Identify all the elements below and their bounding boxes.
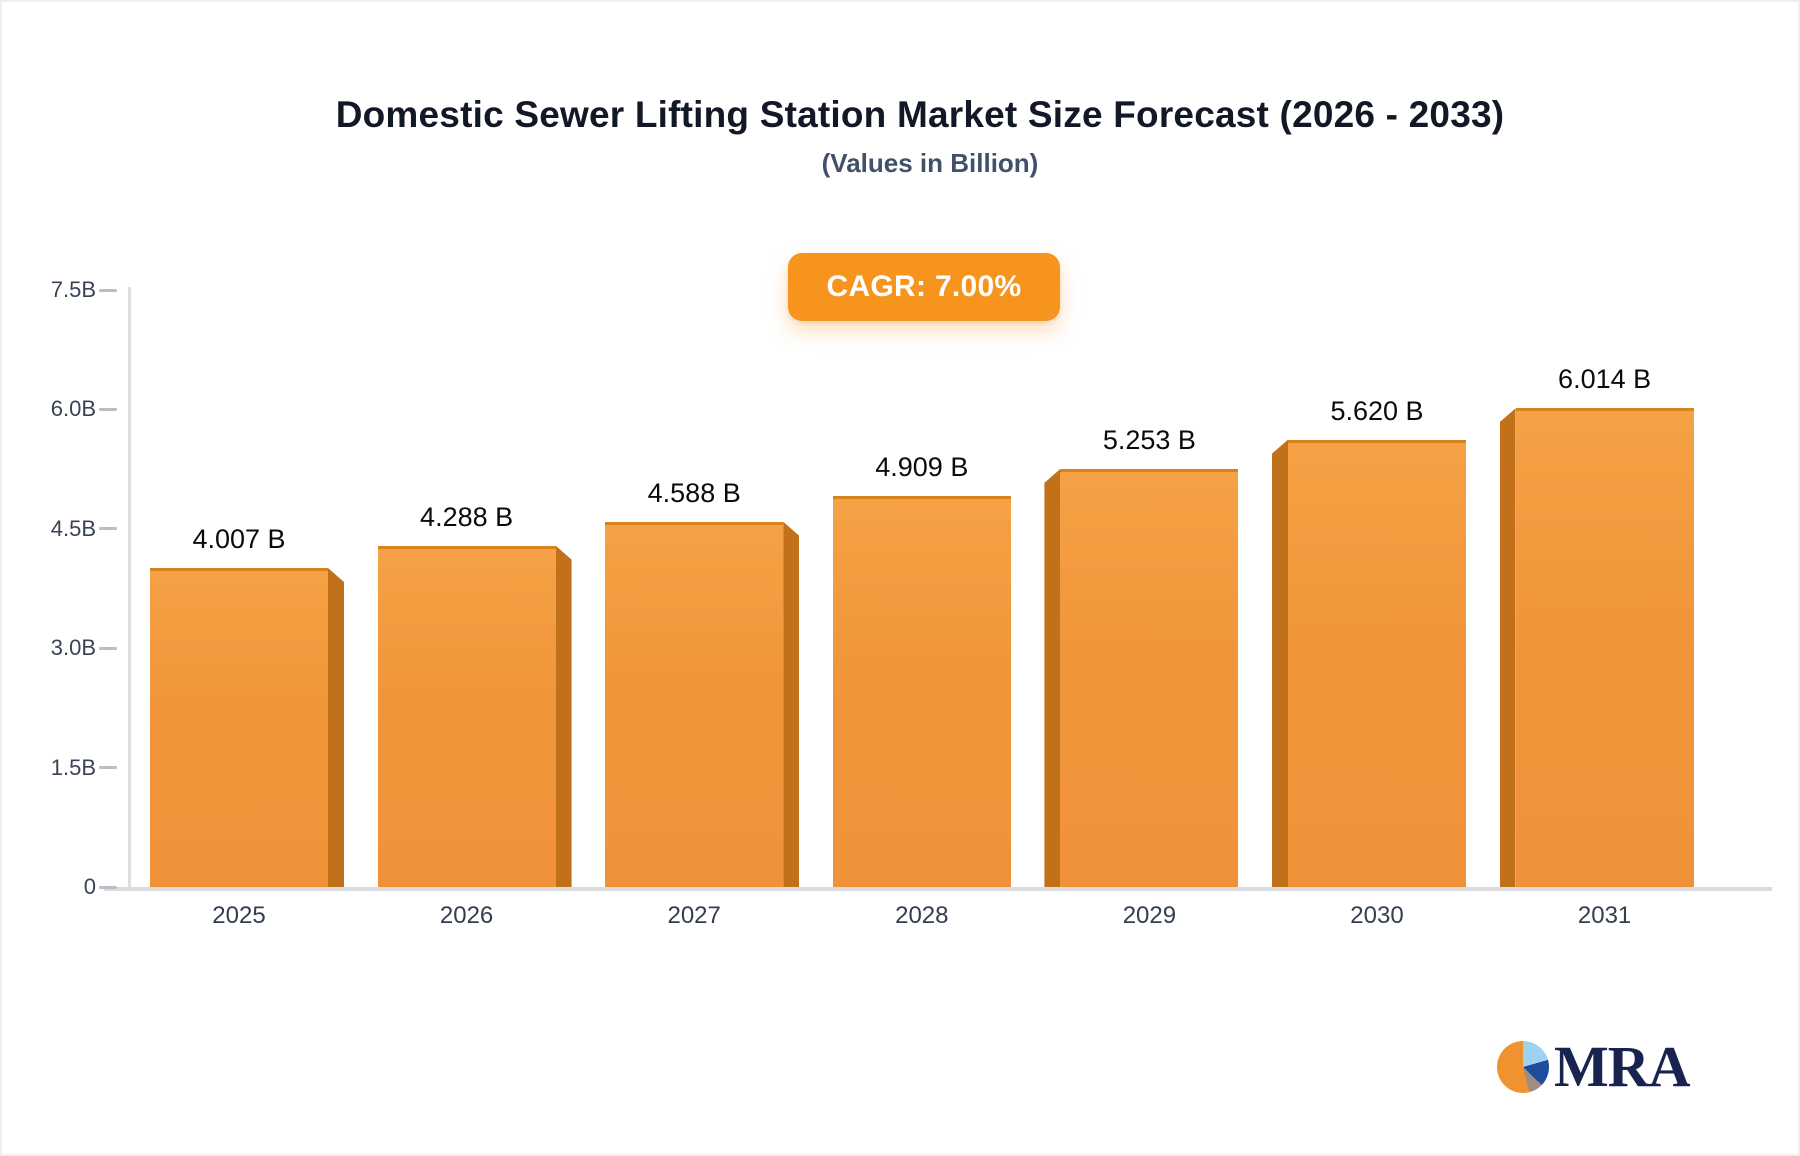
logo-text: MRA: [1554, 1034, 1691, 1099]
x-axis-line: [104, 887, 1772, 891]
y-axis-tick: [99, 766, 117, 770]
bar-3d-side: [783, 521, 800, 887]
bar-value-label: 5.253 B: [1102, 424, 1196, 455]
y-axis-tick: [99, 885, 117, 889]
x-axis-category-label: 2029: [1122, 902, 1177, 929]
bar-3d-side: [555, 545, 572, 887]
x-axis-category-label: 2027: [667, 902, 721, 929]
bar-2030: [1288, 439, 1466, 887]
bar-value-label: 4.909 B: [875, 452, 969, 483]
bar-value-label: 4.588 B: [647, 477, 741, 508]
bar-value-label: 4.007 B: [192, 524, 286, 555]
x-axis-category-label: 2031: [1577, 902, 1632, 929]
bar-2027: [605, 521, 784, 887]
bar-2025: [150, 568, 328, 887]
bar-2026: [377, 545, 556, 887]
bar-value-label: 5.620 B: [1330, 395, 1424, 426]
bar-2028: [832, 496, 1011, 887]
bar-3d-side: [1499, 408, 1516, 887]
mra-logo: MRA: [1497, 1034, 1691, 1099]
x-axis-category-label: 2026: [439, 902, 494, 929]
y-axis-tick: [99, 527, 117, 531]
bar-3d-side: [1272, 439, 1288, 887]
y-axis-tick-label: 4.5B: [50, 515, 96, 541]
y-axis-tick-label: 7.5B: [50, 277, 96, 302]
pie-chart-logo-icon: [1497, 1041, 1549, 1093]
bar-3d-side: [1044, 468, 1061, 887]
bar-value-label: 4.288 B: [420, 501, 514, 532]
cagr-badge: CAGR: 7.00%: [788, 253, 1060, 321]
y-axis-tick-label: 3.0B: [50, 635, 96, 661]
y-axis-line: [128, 287, 131, 891]
y-axis-tick-label: 6.0B: [50, 396, 96, 422]
bar-2029: [1060, 468, 1239, 887]
bar-value-label: 6.014 B: [1558, 364, 1652, 395]
x-axis-category-label: 2028: [895, 902, 949, 929]
y-axis-tick: [99, 407, 117, 411]
bar-2031: [1515, 408, 1694, 887]
bar-3d-side: [328, 568, 344, 887]
x-axis-category-label: 2030: [1350, 902, 1404, 929]
y-axis-tick-label: 1.5B: [50, 754, 96, 780]
y-axis-tick: [99, 646, 117, 650]
chart-subtitle: (Values in Billion): [821, 148, 1039, 178]
x-axis-category-label: 2025: [212, 902, 266, 929]
y-axis-tick-label: 0: [83, 874, 96, 899]
y-axis-tick: [99, 288, 117, 292]
chart-title: Domestic Sewer Lifting Station Market Si…: [335, 94, 1505, 135]
